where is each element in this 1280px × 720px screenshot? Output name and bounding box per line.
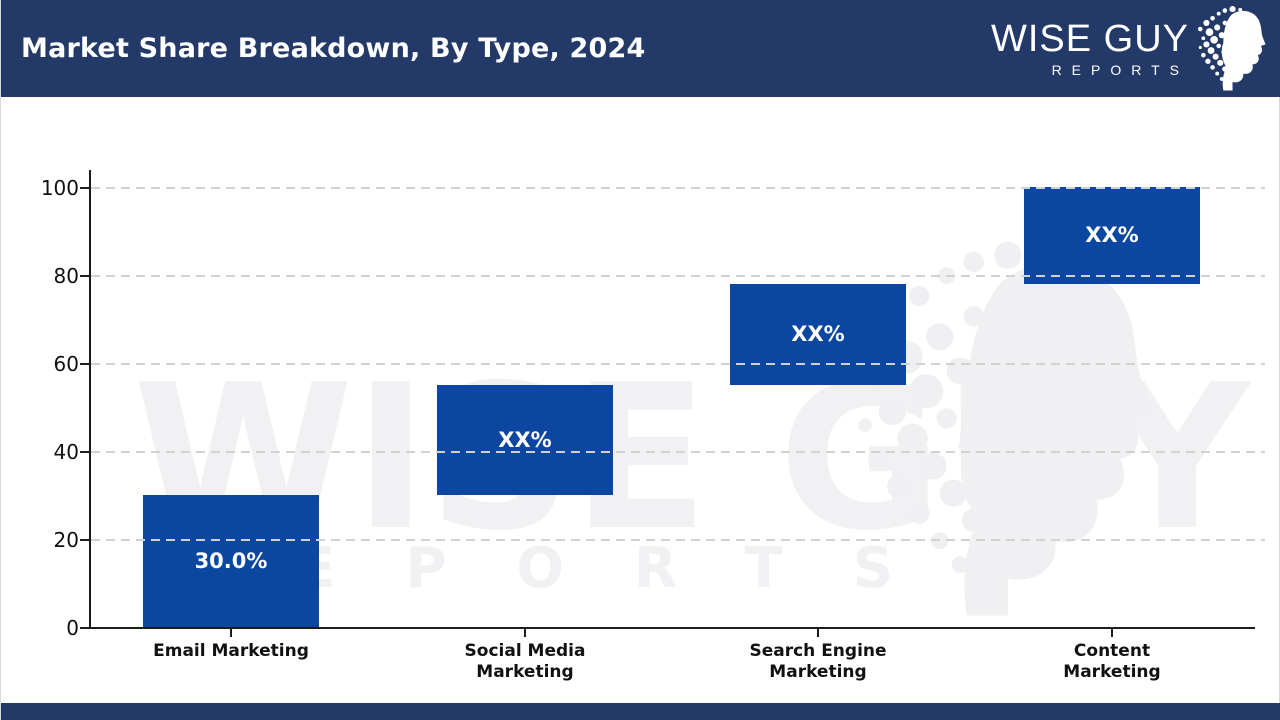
gridline <box>91 539 1265 541</box>
chart-area: WISE GUY REPORTS 0 20 40 60 80 100 30.0% Email … <box>1 97 1280 703</box>
x-axis-tick <box>817 629 819 637</box>
gridline <box>91 275 1265 277</box>
y-tick-label: 60 <box>53 352 79 376</box>
x-axis-line <box>89 627 1255 629</box>
y-axis-tick <box>80 275 89 277</box>
wiseguy-logo: WISE GUY REPORTS <box>991 5 1271 92</box>
waterfall-bar: XX% <box>1024 187 1200 284</box>
gridline <box>91 187 1265 189</box>
y-tick-label: 40 <box>53 440 79 464</box>
logo-text: WISE GUY REPORTS <box>991 20 1189 77</box>
bar-value-label: XX% <box>498 428 552 452</box>
bar-value-label: XX% <box>1085 223 1139 248</box>
x-axis-tick <box>1111 629 1113 637</box>
bar-value-label: XX% <box>791 322 845 347</box>
y-axis-tick <box>80 539 89 541</box>
header-bar: Market Share Breakdown, By Type, 2024 WI… <box>1 0 1280 97</box>
category-label: Email Marketing <box>153 641 309 661</box>
bar-value-label: 30.0% <box>194 549 268 573</box>
y-axis-tick <box>80 363 89 365</box>
logo-subtitle: REPORTS <box>1051 62 1189 78</box>
y-tick-label: 100 <box>40 176 79 200</box>
page-title: Market Share Breakdown, By Type, 2024 <box>21 33 646 64</box>
logo-wordmark: WISE GUY <box>990 18 1189 60</box>
category-label: Content Marketing <box>1063 641 1161 683</box>
y-axis-line <box>89 170 91 629</box>
y-axis-tick <box>80 451 89 453</box>
y-axis-tick <box>80 187 89 189</box>
logo-head-icon <box>1197 5 1266 90</box>
x-axis-tick <box>524 629 526 637</box>
y-axis-tick <box>80 627 89 629</box>
gridline <box>91 363 1265 365</box>
footer-bar <box>1 703 1280 720</box>
waterfall-bar: XX% <box>730 283 906 385</box>
waterfall-bar: 30.0% <box>143 495 319 627</box>
y-tick-label: 80 <box>53 264 79 288</box>
gridline <box>91 451 1265 453</box>
category-label: Social Media Marketing <box>464 641 586 683</box>
x-axis-tick <box>230 629 232 637</box>
category-label: Search Engine Marketing <box>749 641 887 683</box>
waterfall-bar: XX% <box>437 385 613 495</box>
y-tick-label: 20 <box>53 528 79 552</box>
y-tick-label: 0 <box>66 616 79 640</box>
